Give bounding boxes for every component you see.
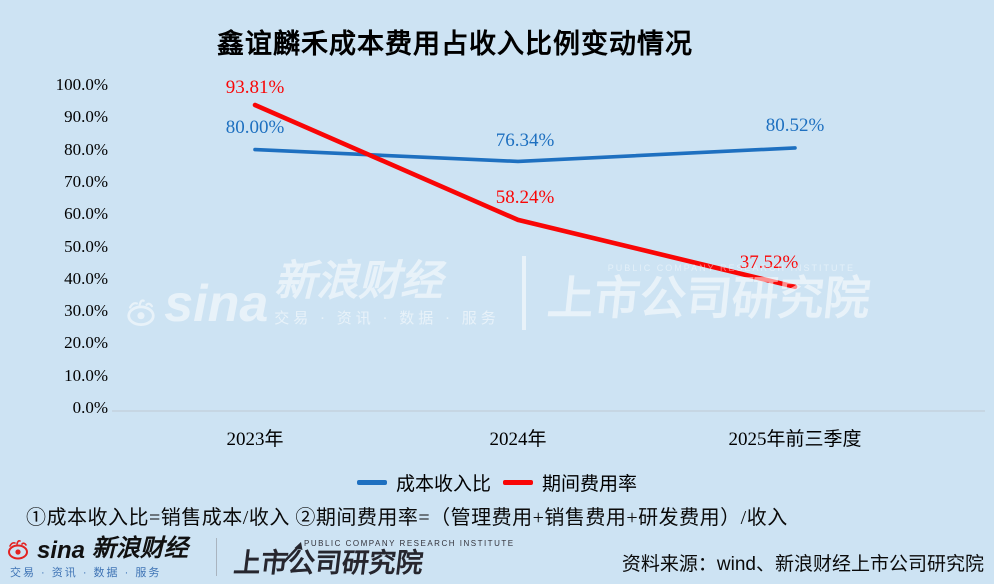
footer-institute-logo: PUBLIC COMPANY RESEARCH INSTITUTE 上市公司研究… (232, 539, 515, 578)
footer-sina-brand: 新浪财经 (92, 535, 189, 562)
legend-label: 成本收入比 (395, 474, 491, 495)
footer: sina 新浪财经 交易 · 资讯 · 数据 · 服务 PUBLIC COMPA… (0, 534, 994, 584)
footer-sina-tagline: 交易 · 资讯 · 数据 · 服务 (10, 567, 162, 579)
y-tick-label: 40.0% (64, 268, 108, 288)
footer-sina-logo: sina 新浪财经 交易 · 资讯 · 数据 · 服务 (6, 537, 188, 580)
legend-label: 期间费用率 (542, 474, 638, 495)
legend: 成本收入比 期间费用率 (0, 469, 994, 496)
x-axis-label: 2025年前三季度 (728, 429, 862, 450)
arrow-up-icon (283, 542, 303, 563)
y-tick-label: 30.0% (64, 301, 108, 321)
y-tick-label: 100.0% (55, 75, 108, 94)
y-tick-label: 50.0% (64, 236, 108, 256)
x-axis-label: 2024年 (489, 429, 547, 450)
series-line-red (252, 102, 798, 290)
legend-item-cost-revenue-ratio: 成本收入比 (356, 469, 491, 496)
data-source-text: 资料来源：wind、新浪财经上市公司研究院 (621, 554, 984, 575)
footer-institute-cn: 上市公司研究院 (232, 548, 425, 578)
data-label-blue-2: 80.52% (765, 114, 825, 136)
data-label-red-2: 37.52% (739, 251, 799, 273)
legend-item-period-expense-rate: 期间费用率 (503, 469, 637, 496)
x-axis-label: 2023年 (226, 429, 284, 450)
legend-dash-blue (356, 480, 387, 485)
footer-sina-word: sina (37, 537, 86, 564)
data-label-blue-0: 80.00% (225, 116, 285, 138)
chart-title: 鑫谊麟禾成本费用占收入比例变动情况 (217, 29, 693, 59)
y-tick-label: 20.0% (64, 333, 108, 353)
legend-dash-red (503, 480, 533, 485)
data-label-red-1: 58.24% (495, 186, 555, 208)
series-line-blue (253, 146, 797, 164)
footer-divider (216, 538, 217, 576)
y-tick-label: 60.0% (64, 204, 108, 224)
y-tick-label: 0.0% (72, 398, 108, 417)
y-tick-label: 80.0% (64, 139, 108, 159)
footnote: ①成本收入比=销售成本/收入 ②期间费用率=（管理费用+销售费用+研发费用）/收… (26, 507, 788, 529)
sina-eye-icon (7, 540, 29, 560)
y-tick-label: 70.0% (64, 171, 108, 191)
y-tick-label: 90.0% (64, 107, 108, 127)
y-tick-label: 10.0% (64, 365, 108, 385)
data-label-blue-1: 76.34% (495, 130, 555, 152)
footer-institute-en: PUBLIC COMPANY RESEARCH INSTITUTE (304, 539, 515, 548)
data-label-red-0: 93.81% (225, 76, 285, 98)
